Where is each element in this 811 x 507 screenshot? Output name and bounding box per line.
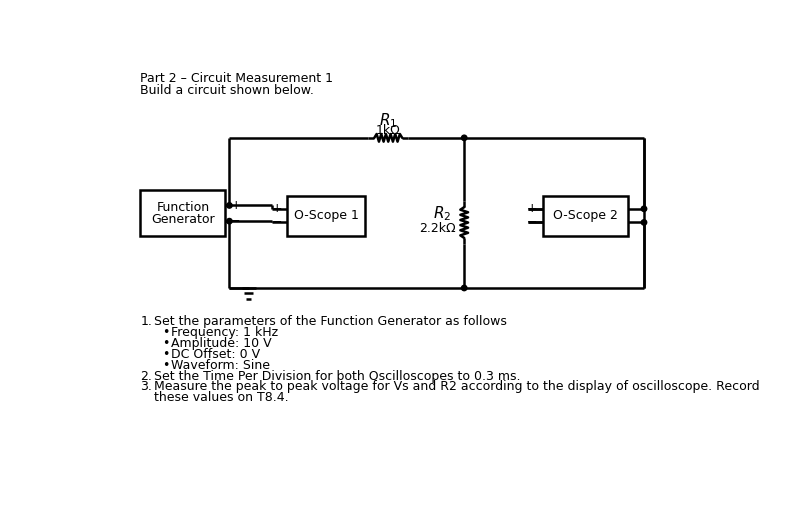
Text: •: • [161, 337, 169, 350]
Text: DC Offset: 0 V: DC Offset: 0 V [171, 348, 260, 361]
Text: •: • [161, 359, 169, 372]
Circle shape [641, 220, 646, 225]
Text: +: + [271, 202, 281, 215]
Bar [140, 190, 225, 236]
Text: Set the parameters of the Function Generator as follows: Set the parameters of the Function Gener… [154, 315, 506, 328]
Circle shape [226, 203, 232, 208]
Text: $R_2$: $R_2$ [433, 204, 451, 223]
Text: −: − [230, 214, 240, 228]
Text: −: − [526, 216, 537, 229]
Text: O-Scope 2: O-Scope 2 [553, 209, 617, 222]
Text: Measure the peak to peak voltage for Vs and R2 according to the display of oscil: Measure the peak to peak voltage for Vs … [154, 380, 759, 393]
Circle shape [641, 206, 646, 211]
Text: Waveform: Sine: Waveform: Sine [171, 359, 270, 372]
Circle shape [226, 219, 232, 224]
Circle shape [461, 135, 466, 140]
Bar [287, 196, 365, 236]
Text: O-Scope 1: O-Scope 1 [294, 209, 358, 222]
Text: •: • [161, 327, 169, 340]
Text: Build a circuit shown below.: Build a circuit shown below. [140, 84, 314, 97]
Text: •: • [161, 348, 169, 361]
Text: Generator: Generator [151, 213, 214, 226]
Text: Frequency: 1 kHz: Frequency: 1 kHz [171, 327, 278, 340]
Text: Amplitude: 10 V: Amplitude: 10 V [171, 337, 272, 350]
Text: 2.: 2. [140, 370, 152, 383]
Text: 2.2kΩ: 2.2kΩ [419, 222, 456, 235]
Text: these values on T8.4.: these values on T8.4. [154, 391, 289, 404]
Text: 1.: 1. [140, 315, 152, 328]
Circle shape [461, 285, 466, 291]
Text: Set the Time Per Division for both Oscilloscopes to 0.3 ms.: Set the Time Per Division for both Oscil… [154, 370, 520, 383]
Text: +: + [526, 202, 537, 215]
Text: 3.: 3. [140, 380, 152, 393]
Text: $R_1$: $R_1$ [379, 112, 397, 130]
Bar [543, 196, 628, 236]
Text: Function: Function [157, 201, 209, 213]
Text: 1kΩ: 1kΩ [375, 124, 400, 137]
Text: Part 2 – Circuit Measurement 1: Part 2 – Circuit Measurement 1 [140, 71, 333, 85]
Text: −: − [271, 216, 281, 229]
Text: +: + [230, 199, 241, 212]
